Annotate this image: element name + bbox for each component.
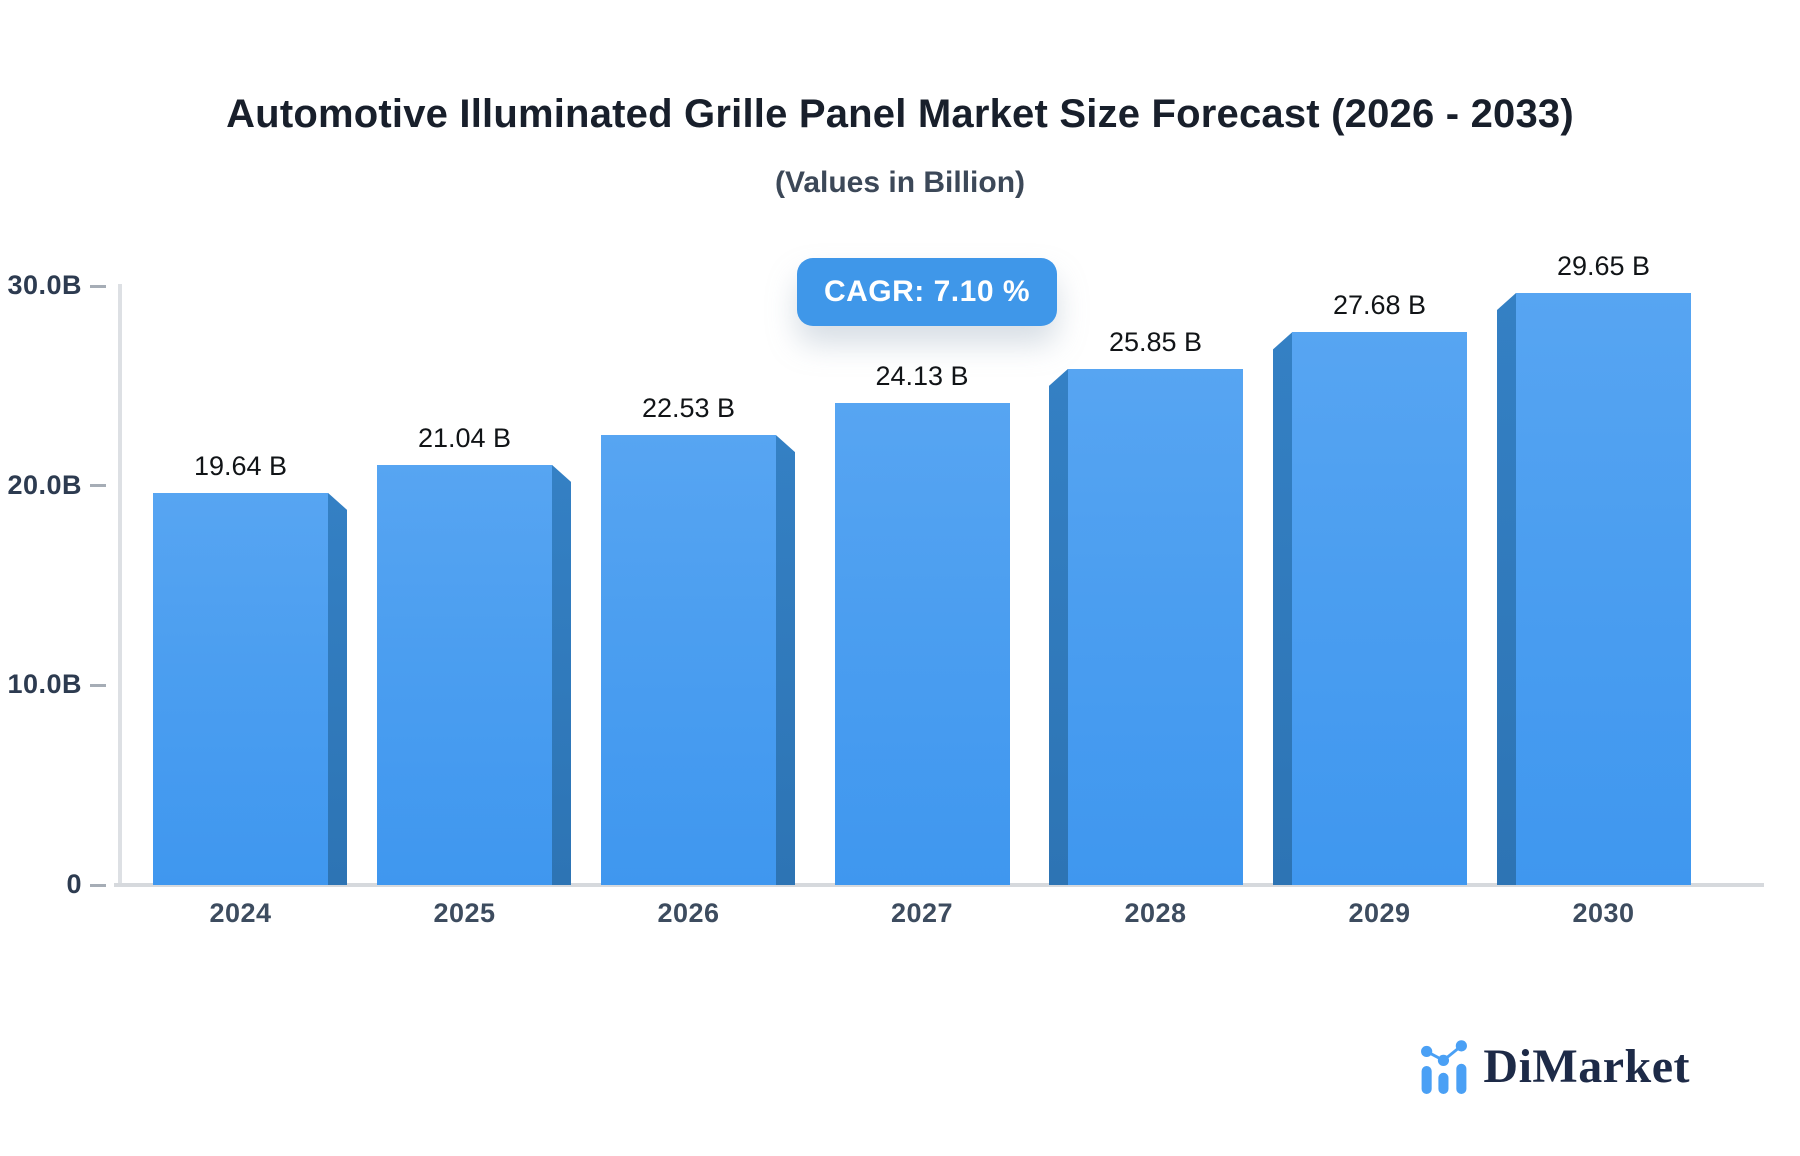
y-tick-mark [90, 484, 106, 488]
bar-3d-side [1049, 368, 1068, 885]
bar-face [1516, 293, 1691, 885]
x-axis-label-2028: 2028 [1124, 898, 1187, 928]
bar-2028: 25.85 B [1049, 327, 1243, 885]
bar-value-label: 29.65 B [1556, 251, 1651, 281]
y-tick-label: 20.0B [7, 469, 82, 500]
bar-value-label: 25.85 B [1108, 326, 1203, 357]
x-axis-baseline [114, 883, 1764, 887]
y-axis-line [118, 284, 122, 885]
bar-3d-side [1273, 332, 1292, 885]
bar-face [153, 492, 328, 885]
bar-face [601, 435, 776, 885]
y-tick-mark [90, 683, 106, 687]
x-axis-label-2030: 2030 [1572, 898, 1635, 928]
mini-bar-chart-icon [1419, 1038, 1469, 1094]
bar-3d-side [1497, 293, 1516, 885]
y-tick-label: 30.0B [7, 270, 82, 301]
bar-3d-side [776, 435, 795, 885]
x-axis-label-2024: 2024 [209, 898, 272, 928]
bar-2030: 29.65 B [1497, 251, 1691, 885]
bar-face [1068, 368, 1243, 885]
cagr-badge: CAGR: 7.10 % [797, 258, 1057, 326]
bar-face [834, 403, 1010, 885]
bar-face [1292, 332, 1467, 885]
bar-value-label: 24.13 B [875, 361, 969, 392]
x-axis-label-2029: 2029 [1348, 898, 1411, 928]
y-tick-mark [90, 883, 106, 887]
y-tick-mark [90, 284, 106, 288]
x-axis-label-2026: 2026 [657, 898, 720, 928]
bar-face [377, 464, 552, 885]
bar-2027: 24.13 B [834, 361, 1010, 885]
bar-2025: 21.04 B [377, 423, 571, 885]
y-tick-label: 0 [66, 869, 82, 899]
bar-2029: 27.68 B [1273, 290, 1467, 885]
y-tick-label: 10.0B [7, 669, 82, 700]
bar-2024: 19.64 B [153, 451, 347, 885]
x-axis-label-2027: 2027 [890, 898, 954, 928]
chart-title: Automotive Illuminated Grille Panel Mark… [226, 92, 1574, 136]
x-axis-label-2025: 2025 [433, 898, 496, 928]
bar-3d-side [552, 464, 571, 885]
chart-subtitle: (Values in Billion) [774, 166, 1026, 199]
bar-3d-side [328, 492, 347, 885]
bar-value-label: 22.53 B [641, 393, 736, 424]
bar-2026: 22.53 B [601, 393, 795, 885]
brand-logo: DiMarket [1419, 1038, 1690, 1094]
bar-value-label: 19.64 B [193, 450, 288, 481]
cagr-badge-label: CAGR: 7.10 % [823, 275, 1031, 308]
bar-value-label: 27.68 B [1332, 290, 1427, 321]
brand-name: DiMarket [1483, 1039, 1690, 1093]
bar-value-label: 21.04 B [417, 422, 512, 453]
